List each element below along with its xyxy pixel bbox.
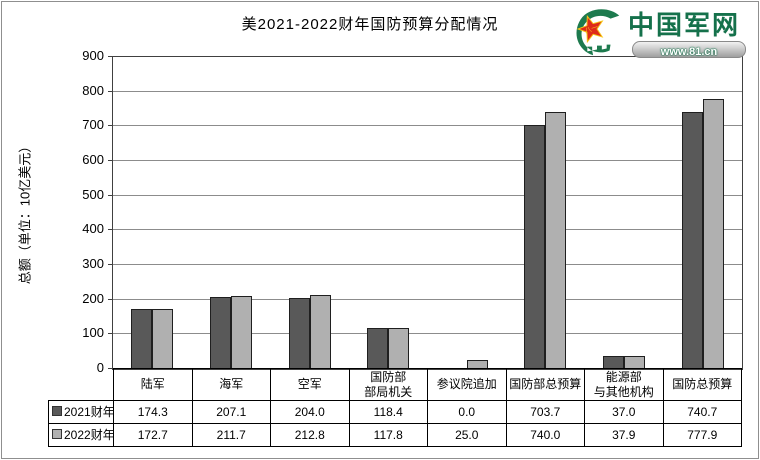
- emblem-star: 八一: [576, 14, 604, 44]
- gridline: [113, 125, 742, 127]
- bar-2022财年-海军: [231, 296, 252, 369]
- gridline: [113, 264, 742, 265]
- value-cell-2021财年-能源部与其他机构: 37.0: [584, 400, 664, 424]
- site-name: 中国军网: [628, 10, 741, 40]
- gridline: [113, 90, 742, 92]
- legend-cell-2022财年: 2022财年: [48, 423, 114, 447]
- y-tick-label: 200: [82, 290, 104, 306]
- y-tick-label: 100: [82, 325, 104, 341]
- value-cell-2022财年-海军: 211.7: [191, 423, 271, 447]
- y-tick-label: 0: [96, 360, 104, 375]
- value-cell-2022财年-能源部与其他机构: 37.9: [584, 423, 664, 447]
- y-axis-label: 总额（单位：10亿美元）: [17, 139, 33, 285]
- y-tick-mark: [108, 229, 112, 231]
- category-header-陆军: 陆军: [113, 368, 193, 401]
- table-corner-cell: [48, 368, 114, 401]
- bar-2022财年-陆军: [152, 309, 173, 369]
- value-cell-2021财年-空军: 204.0: [270, 400, 350, 424]
- y-tick-mark: [108, 194, 112, 196]
- site-logo: 八一 中国军网 www.81.cn: [568, 6, 754, 64]
- army-emblem-icon: 八一: [576, 9, 620, 56]
- bar-2021财年-国防部总预算: [524, 125, 545, 369]
- bar-2021财年-空军: [289, 298, 310, 369]
- value-cell-2022财年-参议院追加: 25.0: [427, 423, 507, 447]
- emblem-81-text: 八一: [584, 24, 599, 35]
- value-cell-2022财年-国防部部局机关: 117.8: [348, 423, 428, 447]
- table-row: 2021财年 174.3 207.1 204.0 118.4 0.0 703.7 37.0 74…: [48, 400, 742, 424]
- y-tick-mark: [108, 90, 112, 92]
- site-url-banner: www.81.cn: [632, 41, 746, 58]
- chart-title: 美2021-2022财年国防预算分配情况: [241, 16, 499, 33]
- value-cell-2021财年-海军: 207.1: [191, 400, 271, 424]
- value-cell-2021财年-国防部部局机关: 118.4: [348, 400, 428, 424]
- y-tick-label: 600: [82, 152, 104, 167]
- bar-2021财年-陆军: [131, 309, 152, 369]
- category-header-海军: 海军: [191, 368, 271, 401]
- gridline: [113, 229, 742, 231]
- legend-swatch-icon: [52, 406, 62, 417]
- bar-2021财年-国防总预算: [682, 112, 703, 369]
- value-cell-2022财年-陆军: 172.7: [113, 423, 193, 447]
- bar-2022财年-空军: [310, 295, 331, 369]
- legend-swatch-icon: [52, 429, 62, 440]
- value-cell-2021财年-国防总预算: 740.7: [662, 400, 742, 424]
- gridline: [113, 194, 742, 196]
- value-cell-2021财年-国防部总预算: 703.7: [505, 400, 585, 424]
- bar-2021财年-海军: [210, 297, 231, 369]
- y-tick-mark: [108, 264, 112, 265]
- y-tick-label: 400: [82, 221, 104, 237]
- y-tick-label: 800: [82, 82, 104, 98]
- category-header-参议院追加: 参议院追加: [427, 368, 507, 401]
- category-header-国防总预算: 国防总预算: [662, 368, 742, 401]
- legend-cell-2021财年: 2021财年: [48, 400, 114, 424]
- value-cell-2022财年-空军: 212.8: [270, 423, 350, 447]
- bar-2022财年-国防部总预算: [545, 112, 566, 369]
- bar-2022财年-国防部部局机关: [388, 328, 409, 369]
- y-tick-mark: [108, 298, 112, 300]
- data-table: 陆军 海军 空军 国防部 部局机关 参议院追加 国防部总预算 能源部 与其他机构 国防总预算 202…: [48, 368, 742, 447]
- category-header-国防部部局机关: 国防部 部局机关: [348, 368, 428, 401]
- y-tick-mark: [108, 56, 112, 57]
- value-cell-2022财年-国防总预算: 777.9: [662, 423, 742, 447]
- category-header-国防部总预算: 国防部总预算: [505, 368, 585, 401]
- y-tick-mark: [108, 333, 112, 335]
- y-tick-label: 300: [82, 256, 104, 271]
- value-cell-2022财年-国防部总预算: 740.0: [505, 423, 585, 447]
- y-tick-label: 500: [82, 186, 104, 202]
- y-tick-mark: [108, 160, 112, 161]
- y-tick-label: 900: [82, 48, 104, 63]
- y-tick-mark: [108, 125, 112, 127]
- value-cell-2021财年-参议院追加: 0.0: [427, 400, 507, 424]
- value-cell-2021财年-陆军: 174.3: [113, 400, 193, 424]
- site-url: www.81.cn: [660, 46, 718, 58]
- gridline: [113, 160, 742, 161]
- y-tick-label: 700: [82, 117, 104, 133]
- plot-area: [112, 56, 743, 370]
- gridline: [113, 298, 742, 300]
- bar-2022财年-国防总预算: [703, 99, 724, 369]
- bar-2021财年-国防部部局机关: [367, 328, 388, 369]
- category-header-能源部与其他机构: 能源部 与其他机构: [584, 368, 664, 401]
- gridline: [113, 333, 742, 335]
- table-row: 2022财年 172.7 211.7 212.8 117.8 25.0 740.0 37.9 7…: [48, 423, 742, 447]
- category-header-空军: 空军: [270, 368, 350, 401]
